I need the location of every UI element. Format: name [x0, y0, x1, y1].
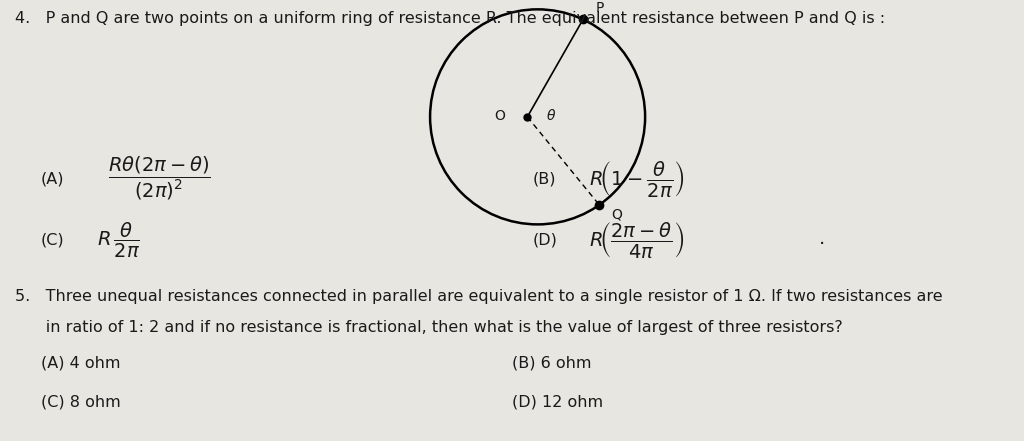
Text: (C) 8 ohm: (C) 8 ohm — [41, 395, 121, 410]
Text: 4.   P and Q are two points on a uniform ring of resistance R. The equivalent re: 4. P and Q are two points on a uniform r… — [15, 11, 886, 26]
Text: (B) 6 ohm: (B) 6 ohm — [512, 355, 592, 370]
Text: Q: Q — [611, 207, 623, 221]
Text: O: O — [494, 109, 505, 123]
Text: $R\!\left(\dfrac{2\pi-\theta}{4\pi}\right)$: $R\!\left(\dfrac{2\pi-\theta}{4\pi}\righ… — [589, 220, 684, 260]
Text: in ratio of 1: 2 and if no resistance is fractional, then what is the value of l: in ratio of 1: 2 and if no resistance is… — [15, 320, 843, 335]
Text: $R\!\left(1-\dfrac{\theta}{2\pi}\right)$: $R\!\left(1-\dfrac{\theta}{2\pi}\right)$ — [589, 159, 684, 198]
Text: .: . — [819, 228, 825, 248]
Text: (D) 12 ohm: (D) 12 ohm — [512, 395, 603, 410]
Text: (B): (B) — [532, 171, 556, 186]
Text: $\theta$: $\theta$ — [546, 108, 556, 123]
Text: P: P — [595, 1, 604, 15]
Text: $R\,\dfrac{\theta}{2\pi}$: $R\,\dfrac{\theta}{2\pi}$ — [97, 221, 140, 260]
Text: $\dfrac{R\theta(2\pi-\theta)}{(2\pi)^2}$: $\dfrac{R\theta(2\pi-\theta)}{(2\pi)^2}$ — [108, 155, 210, 202]
Text: 5.   Three unequal resistances connected in parallel are equivalent to a single : 5. Three unequal resistances connected i… — [15, 289, 943, 304]
Text: (A): (A) — [41, 171, 65, 186]
Text: (A) 4 ohm: (A) 4 ohm — [41, 355, 121, 370]
Text: (C): (C) — [41, 233, 65, 248]
Text: (D): (D) — [532, 233, 557, 248]
